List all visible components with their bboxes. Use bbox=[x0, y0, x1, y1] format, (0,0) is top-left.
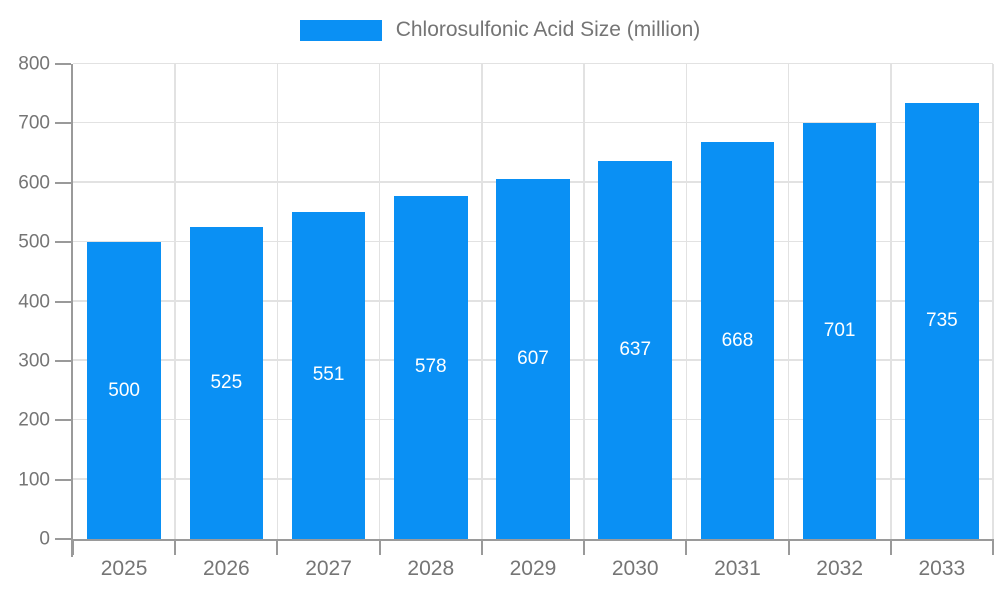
bar-value-label-2032: 701 bbox=[823, 319, 856, 341]
y-tick-100 bbox=[55, 478, 71, 481]
gridline-v-1 bbox=[174, 64, 176, 539]
bar-2033: 735 bbox=[905, 102, 979, 539]
y-tick-600 bbox=[55, 181, 71, 184]
y-tick-label-800: 800 bbox=[18, 53, 50, 75]
bars-container: 500 525 551 578 607 637 668 701 735 bbox=[73, 64, 993, 539]
legend-label: Chlorosulfonic Acid Size (million) bbox=[395, 18, 701, 41]
bar-value-label-2028: 578 bbox=[414, 356, 447, 378]
y-tick-400 bbox=[55, 300, 71, 303]
gridline-v-2 bbox=[276, 64, 279, 539]
x-tick-label-2032: 2032 bbox=[816, 557, 863, 580]
gridline-v-3 bbox=[378, 64, 381, 539]
bar-2029: 607 bbox=[496, 178, 570, 539]
x-tick-label-2029: 2029 bbox=[509, 557, 557, 580]
x-tick-8 bbox=[889, 539, 892, 555]
bar-cell-2029: 607 bbox=[482, 64, 584, 539]
x-tick-5 bbox=[583, 539, 586, 555]
bar-cell-2032: 701 bbox=[789, 64, 891, 539]
bar-value-label-2031: 668 bbox=[721, 329, 754, 351]
bar-cell-2031: 668 bbox=[686, 64, 788, 539]
y-tick-300 bbox=[55, 359, 71, 362]
bar-2027: 551 bbox=[291, 211, 366, 539]
bar-cell-2028: 578 bbox=[380, 64, 482, 539]
y-tick-500 bbox=[55, 241, 71, 244]
x-tick-9 bbox=[992, 539, 994, 555]
gridline-v-9 bbox=[992, 64, 994, 539]
bar-2032: 701 bbox=[802, 122, 877, 539]
gridline-v-7 bbox=[787, 64, 790, 539]
bar-2026: 525 bbox=[189, 227, 264, 539]
y-tick-label-700: 700 bbox=[18, 112, 50, 134]
bar-value-label-2029: 607 bbox=[517, 347, 549, 369]
y-axis-line bbox=[71, 64, 73, 557]
x-tick-label-2028: 2028 bbox=[407, 557, 455, 580]
y-tick-label-100: 100 bbox=[18, 469, 50, 491]
x-tick-3 bbox=[378, 539, 381, 555]
bar-cell-2030: 637 bbox=[584, 64, 686, 539]
y-tick-label-400: 400 bbox=[18, 291, 50, 312]
bar-value-label-2027: 551 bbox=[312, 364, 345, 386]
x-tick-label-2031: 2031 bbox=[714, 557, 761, 580]
y-tick-0 bbox=[55, 538, 71, 540]
x-tick-label-2030: 2030 bbox=[611, 557, 659, 580]
bar-2030: 637 bbox=[598, 160, 672, 539]
bar-cell-2033: 735 bbox=[891, 64, 993, 539]
y-tick-700 bbox=[55, 122, 71, 125]
legend[interactable]: Chlorosulfonic Acid Size (million) bbox=[0, 18, 1000, 42]
bar-cell-2025: 500 bbox=[73, 64, 175, 539]
bar-cell-2026: 525 bbox=[175, 64, 277, 539]
y-tick-800 bbox=[55, 63, 71, 65]
gridline-v-4 bbox=[481, 64, 483, 539]
x-axis-labels: 2025 2026 2027 2028 2029 2030 2031 2032 2033 bbox=[73, 557, 993, 581]
x-axis-line bbox=[73, 539, 993, 541]
x-tick-label-2025: 2025 bbox=[100, 557, 148, 580]
bar-value-label-2033: 735 bbox=[926, 309, 958, 331]
x-tick-0 bbox=[72, 539, 74, 555]
plot-area: 0 100 200 300 400 500 600 700 800 500 525 551 578 60… bbox=[18, 55, 994, 580]
gridline-v-5 bbox=[583, 64, 585, 539]
x-tick-2 bbox=[276, 539, 279, 555]
bar-2031: 668 bbox=[700, 142, 775, 539]
x-tick-label-2027: 2027 bbox=[305, 557, 352, 580]
legend-swatch bbox=[299, 19, 382, 41]
y-tick-label-0: 0 bbox=[39, 528, 50, 550]
bar-cell-2027: 551 bbox=[277, 64, 379, 539]
x-tick-label-2026: 2026 bbox=[202, 557, 250, 580]
bar-value-label-2026: 525 bbox=[210, 372, 243, 394]
x-tick-4 bbox=[480, 539, 483, 555]
y-tick-label-500: 500 bbox=[18, 231, 50, 253]
gridline-h-700 bbox=[73, 121, 993, 124]
x-tick-6 bbox=[685, 539, 688, 555]
bar-2028: 578 bbox=[393, 195, 468, 539]
y-tick-label-600: 600 bbox=[18, 172, 50, 194]
y-tick-label-300: 300 bbox=[18, 350, 50, 372]
bar-2025: 500 bbox=[87, 242, 161, 539]
gridline-h-800 bbox=[73, 62, 993, 64]
bar-value-label-2030: 637 bbox=[619, 338, 652, 360]
bar-value-label-2025: 500 bbox=[108, 379, 140, 401]
y-tick-label-200: 200 bbox=[18, 409, 50, 431]
x-tick-7 bbox=[787, 539, 790, 555]
x-tick-1 bbox=[174, 539, 177, 555]
gridline-v-8 bbox=[890, 64, 892, 539]
x-tick-label-2033: 2033 bbox=[918, 557, 966, 580]
y-tick-200 bbox=[55, 419, 71, 422]
gridline-v-6 bbox=[685, 64, 688, 539]
